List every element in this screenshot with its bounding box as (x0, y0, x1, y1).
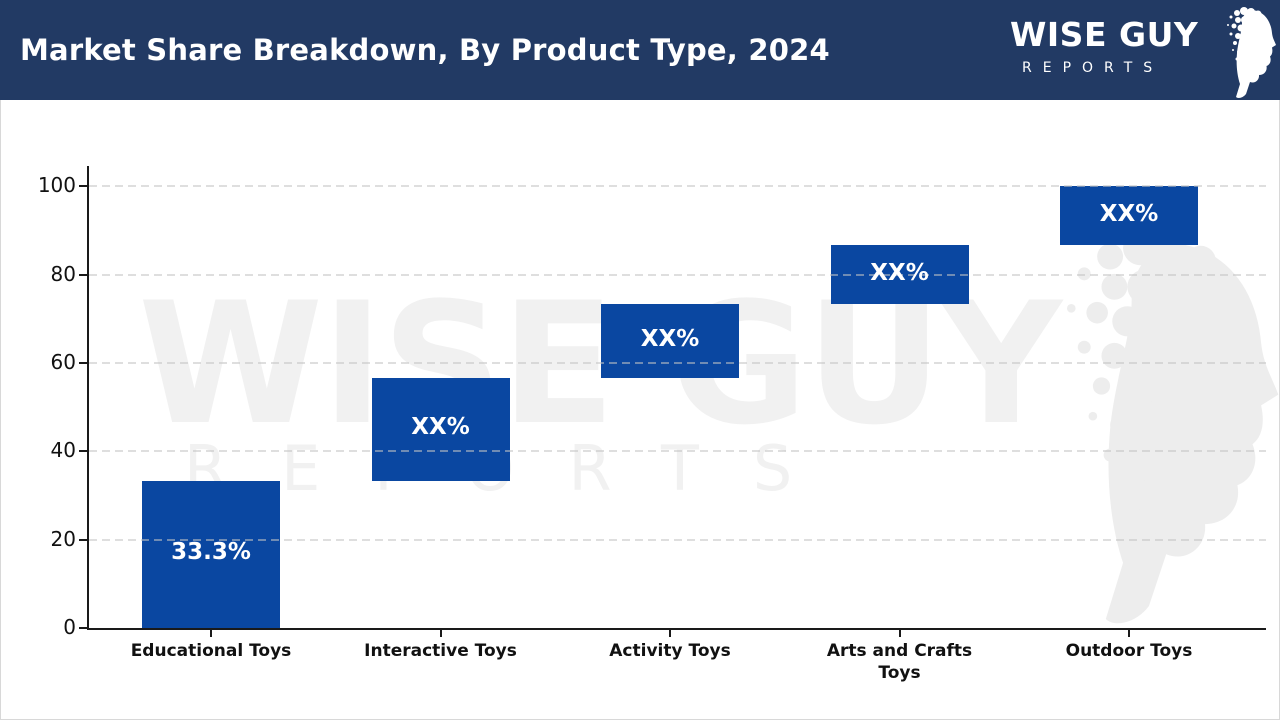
x-tick (669, 630, 671, 637)
bar-outdoor-toys (1060, 186, 1198, 246)
y-axis (87, 166, 89, 630)
bar-interactive-toys (371, 377, 510, 481)
gridline-40 (89, 450, 1266, 453)
logo-wordmark: WISE GUY (1010, 15, 1199, 54)
x-category-label: Outdoor Toys (1065, 641, 1193, 661)
bar-educational-toys (142, 480, 280, 628)
y-tick (79, 273, 87, 276)
y-tick (79, 361, 87, 364)
gridline-60 (89, 361, 1266, 364)
bar-value-label: XX% (640, 325, 700, 352)
bar-value-label: XX% (1099, 200, 1159, 227)
y-tick (79, 450, 87, 453)
x-tick (210, 630, 212, 637)
gridline-100 (89, 185, 1266, 188)
x-axis (87, 628, 1266, 630)
bar-activity-toys (601, 304, 739, 378)
y-tick (79, 627, 87, 629)
y-tick-label: 80 (50, 261, 76, 286)
x-tick (439, 630, 442, 637)
x-tick (898, 630, 901, 637)
x-tick (1128, 630, 1130, 637)
bar-value-label: 33.3% (171, 539, 251, 566)
y-tick-label: 20 (50, 526, 76, 551)
x-category-label: Arts and Crafts Toys (826, 641, 973, 684)
logo-head-icon (1227, 7, 1276, 98)
page-title: Market Share Breakdown, By Product Type,… (20, 33, 830, 67)
header: Market Share Breakdown, By Product Type,… (0, 0, 1280, 100)
x-category-label: Educational Toys (130, 641, 292, 661)
y-tick (79, 185, 87, 188)
gridline-20 (89, 538, 1266, 541)
watermark-wordmark: WISE GUY (138, 266, 1062, 462)
watermark-head-icon (1066, 230, 1279, 624)
bar-value-label: XX% (870, 259, 929, 286)
y-tick-label: 40 (50, 438, 76, 463)
x-category-label: Activity Toys (609, 641, 731, 661)
y-tick (79, 538, 87, 541)
y-tick-label: 100 (37, 173, 76, 198)
bar-value-label: XX% (411, 414, 470, 441)
chart-area: WISE GUY REPORTS 0 20 40 60 80 100 33.3% XX% XX… (0, 100, 1280, 720)
logo-subtext: REPORTS (1022, 60, 1164, 76)
y-tick-label: 0 (63, 615, 76, 639)
x-category-label: Interactive Toys (364, 641, 517, 661)
watermark-subtext: REPORTS (184, 432, 847, 505)
wise-guy-logo: WISE GUY REPORTS (1010, 0, 1276, 100)
y-tick-label: 60 (50, 349, 76, 374)
gridline-80 (89, 273, 1266, 276)
